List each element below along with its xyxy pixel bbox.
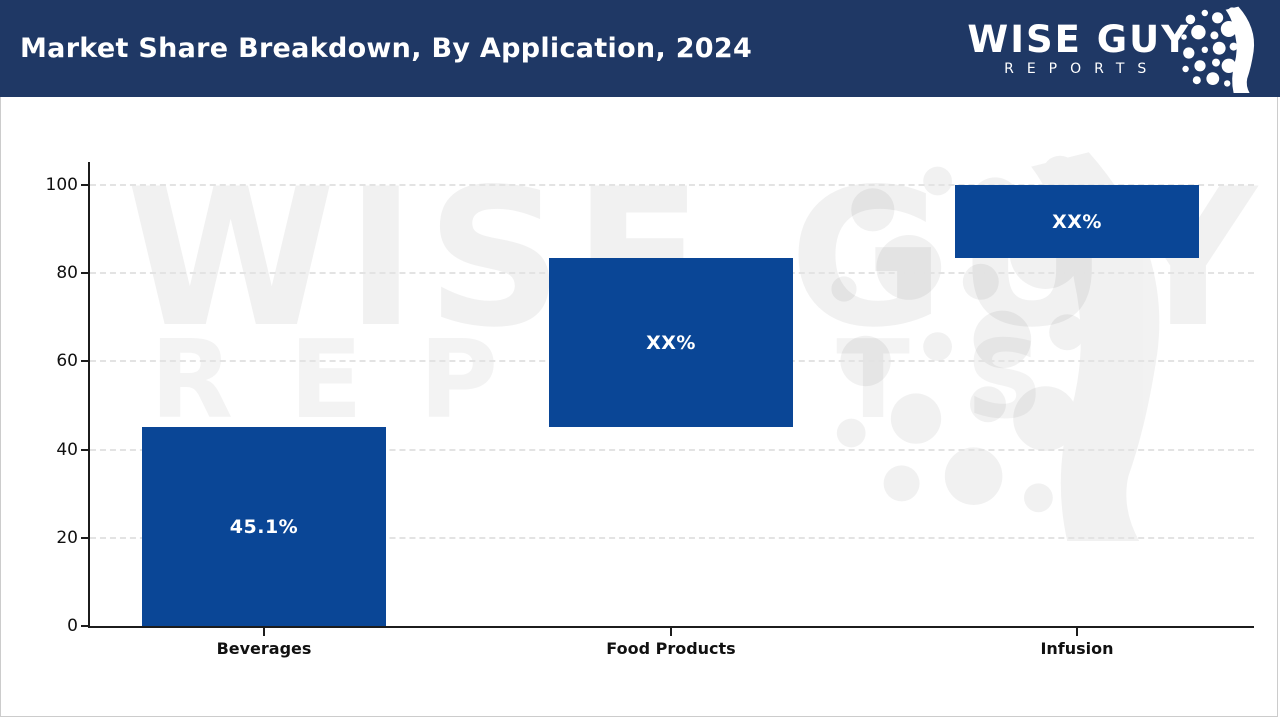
logo-text: WISE GUY REPORTS xyxy=(967,21,1190,76)
header-bar: Market Share Breakdown, By Application, … xyxy=(0,0,1280,97)
logo-sub-text: REPORTS xyxy=(1004,61,1160,77)
logo-brand-text: WISE GUY xyxy=(967,18,1190,61)
page-title: Market Share Breakdown, By Application, … xyxy=(20,33,753,64)
wiseguy-head-icon xyxy=(1181,6,1255,93)
watermark-head-icon xyxy=(831,152,1160,541)
wiseguy-logo: WISE GUY REPORTS xyxy=(967,5,1258,93)
